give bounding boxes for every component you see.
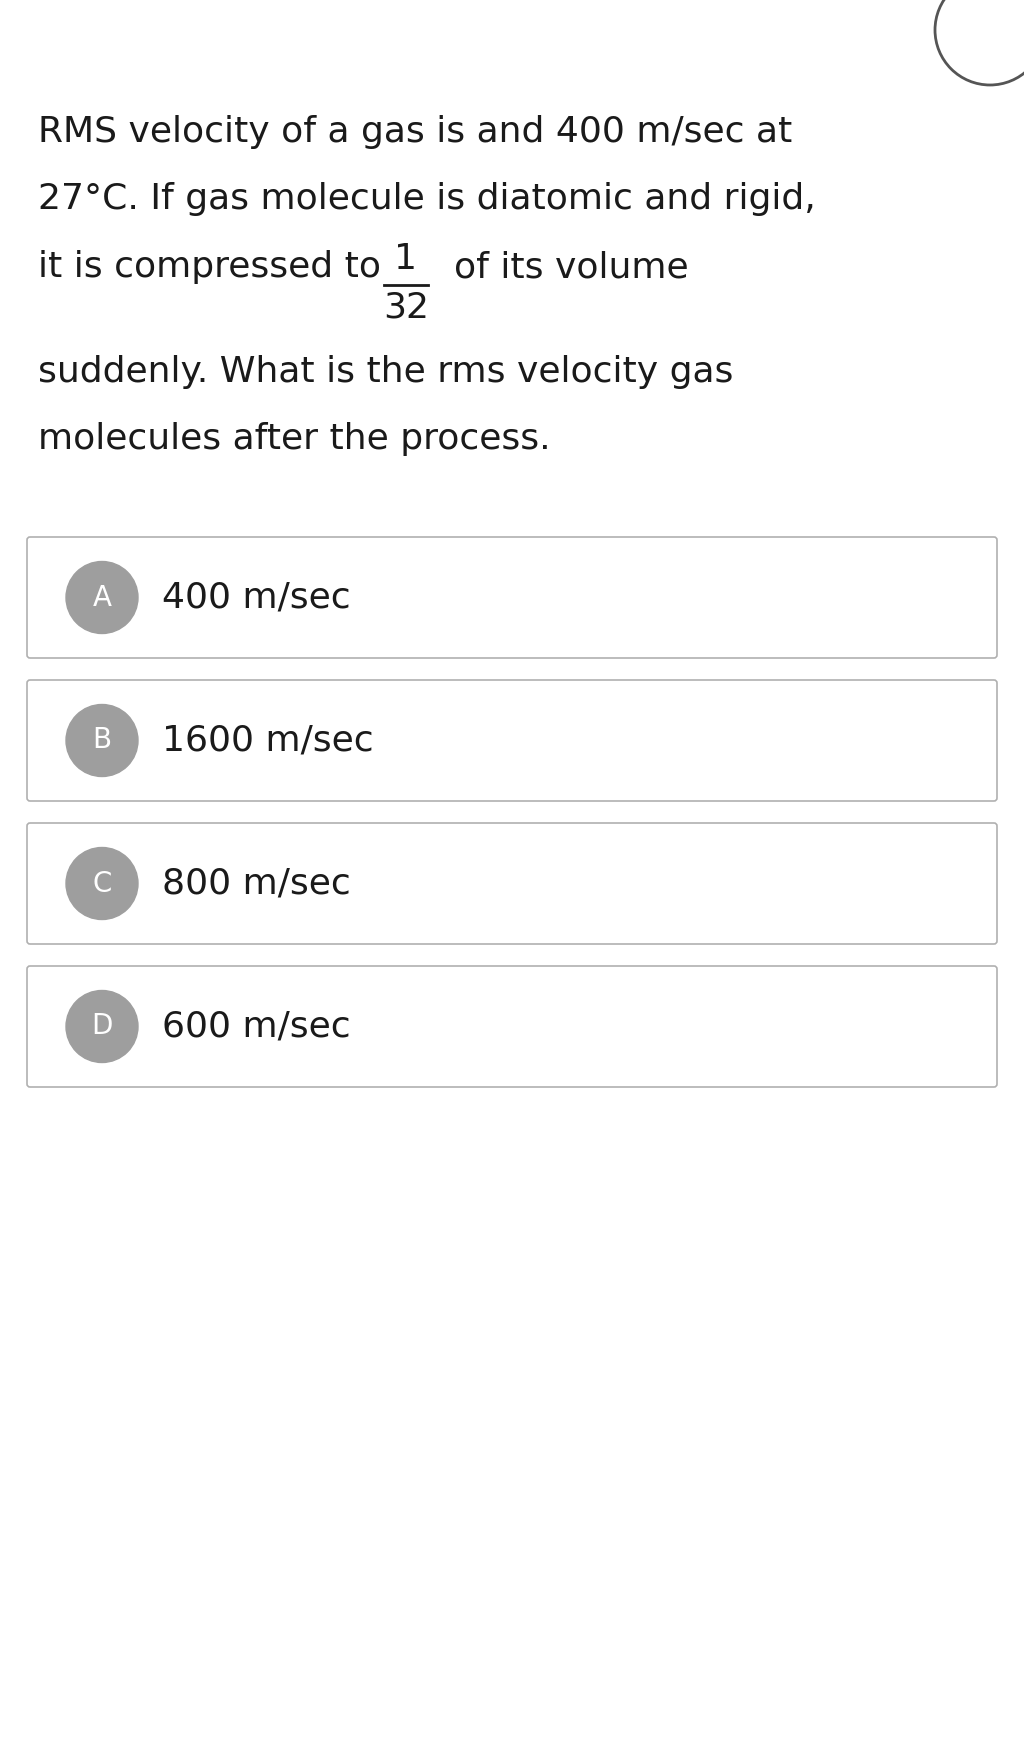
Text: C: C bbox=[92, 870, 112, 898]
Text: A: A bbox=[92, 583, 112, 611]
Text: 800 m/sec: 800 m/sec bbox=[162, 866, 351, 901]
Text: 1: 1 bbox=[394, 242, 418, 276]
Text: D: D bbox=[91, 1012, 113, 1040]
Circle shape bbox=[66, 991, 138, 1063]
Text: of its volume: of its volume bbox=[454, 249, 688, 285]
FancyBboxPatch shape bbox=[27, 822, 997, 944]
Text: suddenly. What is the rms velocity gas: suddenly. What is the rms velocity gas bbox=[38, 355, 733, 388]
Text: 32: 32 bbox=[383, 290, 429, 323]
Circle shape bbox=[935, 0, 1024, 84]
Text: 27°C. If gas molecule is diatomic and rigid,: 27°C. If gas molecule is diatomic and ri… bbox=[38, 183, 816, 216]
Circle shape bbox=[66, 847, 138, 919]
Text: B: B bbox=[92, 726, 112, 754]
Text: molecules after the process.: molecules after the process. bbox=[38, 422, 551, 457]
FancyBboxPatch shape bbox=[27, 966, 997, 1088]
Text: it is compressed to: it is compressed to bbox=[38, 249, 381, 285]
Text: 600 m/sec: 600 m/sec bbox=[162, 1010, 350, 1044]
Circle shape bbox=[66, 705, 138, 777]
FancyBboxPatch shape bbox=[27, 680, 997, 801]
Text: 400 m/sec: 400 m/sec bbox=[162, 580, 350, 615]
Circle shape bbox=[66, 562, 138, 634]
FancyBboxPatch shape bbox=[27, 538, 997, 659]
Text: 1600 m/sec: 1600 m/sec bbox=[162, 724, 374, 757]
Text: RMS velocity of a gas is and 400 m/sec at: RMS velocity of a gas is and 400 m/sec a… bbox=[38, 114, 793, 149]
